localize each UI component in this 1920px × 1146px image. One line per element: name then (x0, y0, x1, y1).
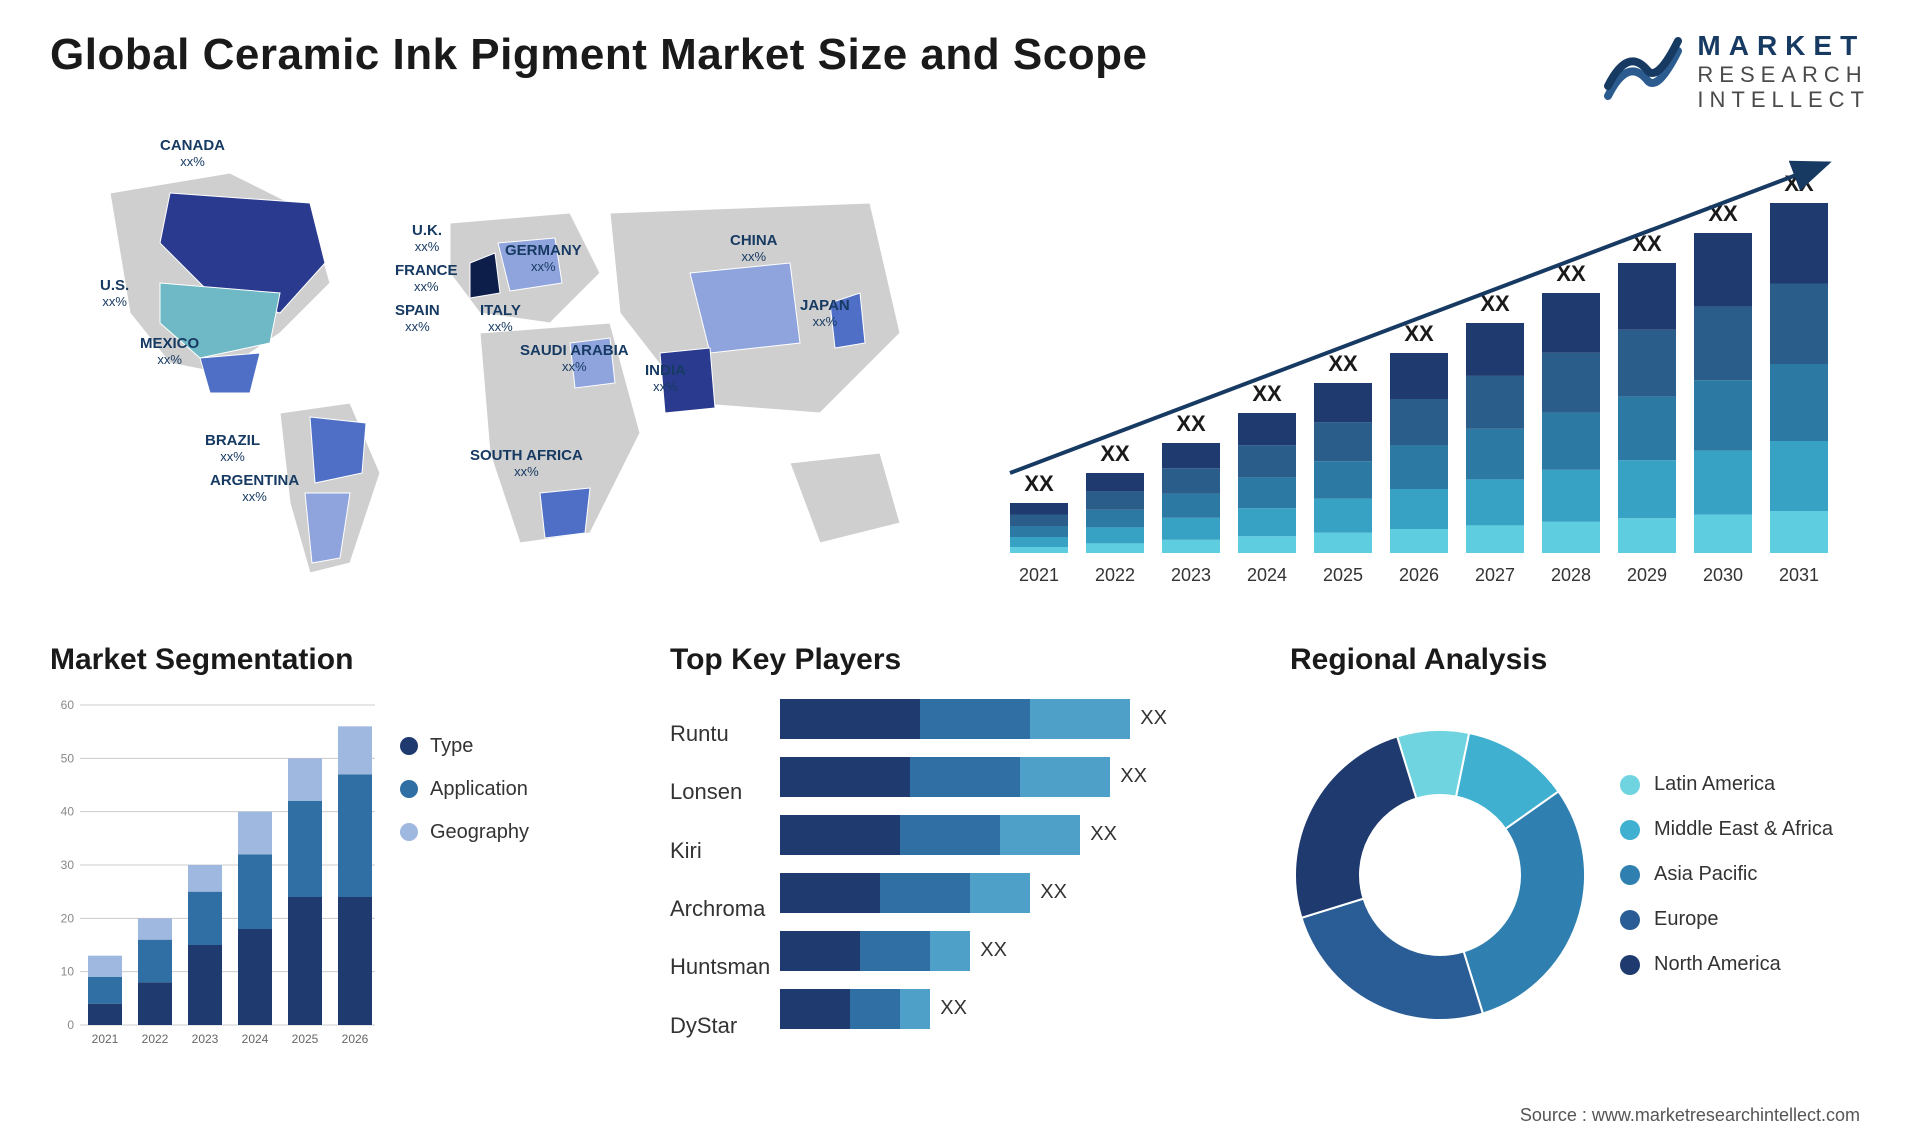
top-row: CANADAxx% U.S.xx% MEXICOxx% BRAZILxx% ARGENT… (50, 133, 1870, 603)
map-label: SPAINxx% (395, 303, 440, 336)
player-name: Kiri (670, 827, 770, 875)
segmentation-panel: Market Segmentation 0 10 20 30 40 50 60 2021 202… (50, 643, 630, 1063)
svg-text:2021: 2021 (1019, 565, 1059, 585)
player-row: XX (780, 869, 1250, 917)
player-value: XX (1040, 881, 1067, 904)
regional-title: Regional Analysis (1290, 643, 1870, 677)
svg-text:XX: XX (1176, 411, 1206, 436)
legend-item: Asia Pacific (1620, 863, 1833, 886)
svg-text:XX: XX (1100, 441, 1130, 466)
legend-item: Europe (1620, 908, 1833, 931)
map-label: INDIAxx% (645, 363, 686, 396)
svg-text:2030: 2030 (1703, 565, 1743, 585)
bottom-row: Market Segmentation 0 10 20 30 40 50 60 2021 202… (50, 643, 1870, 1063)
map-label: ITALYxx% (480, 303, 521, 336)
svg-text:2029: 2029 (1627, 565, 1667, 585)
segmentation-title: Market Segmentation (50, 643, 630, 677)
svg-text:XX: XX (1404, 321, 1434, 346)
players-title: Top Key Players (670, 643, 1250, 677)
world-map-panel: CANADAxx% U.S.xx% MEXICOxx% BRAZILxx% ARGENT… (50, 133, 950, 603)
svg-text:2025: 2025 (292, 1032, 319, 1046)
player-value: XX (1140, 707, 1167, 730)
svg-text:2031: 2031 (1779, 565, 1819, 585)
player-row: XX (780, 753, 1250, 801)
map-label: JAPANxx% (800, 298, 850, 331)
svg-text:40: 40 (61, 804, 75, 818)
legend-item: Geography (400, 821, 529, 844)
player-name: Huntsman (670, 943, 770, 991)
source-attribution: Source : www.marketresearchintellect.com (1520, 1105, 1860, 1126)
logo-icon (1603, 36, 1683, 106)
legend-item: Middle East & Africa (1620, 818, 1833, 841)
player-name: Lonsen (670, 768, 770, 816)
regional-donut (1290, 725, 1590, 1025)
growth-chart: XX2021XX2022XX2023XX2024XX2025XX2026XX20… (990, 133, 1870, 603)
player-value: XX (1120, 765, 1147, 788)
svg-text:2022: 2022 (1095, 565, 1135, 585)
segmentation-chart: 0 10 20 30 40 50 60 2021 2022 2023 2024 2025 2026 (50, 695, 380, 1055)
svg-text:2028: 2028 (1551, 565, 1591, 585)
svg-text:2027: 2027 (1475, 565, 1515, 585)
logo-line3: INTELLECT (1697, 87, 1870, 112)
svg-text:2026: 2026 (1399, 565, 1439, 585)
player-name: DyStar (670, 1002, 770, 1050)
svg-text:2024: 2024 (242, 1032, 269, 1046)
svg-text:2026: 2026 (342, 1032, 369, 1046)
map-label: ARGENTINAxx% (210, 473, 299, 506)
player-name: Archroma (670, 885, 770, 933)
svg-text:2023: 2023 (192, 1032, 219, 1046)
player-value: XX (940, 997, 967, 1020)
logo-line2: RESEARCH (1697, 62, 1870, 87)
svg-text:10: 10 (61, 964, 75, 978)
map-label: BRAZILxx% (205, 433, 260, 466)
growth-chart-panel: XX2021XX2022XX2023XX2024XX2025XX2026XX20… (990, 133, 1870, 603)
svg-text:2023: 2023 (1171, 565, 1211, 585)
map-label: SAUDI ARABIAxx% (520, 343, 629, 376)
map-label: MEXICOxx% (140, 336, 199, 369)
svg-text:50: 50 (61, 751, 75, 765)
map-label: CANADAxx% (160, 138, 225, 171)
map-label: GERMANYxx% (505, 243, 582, 276)
player-row: XX (780, 927, 1250, 975)
player-value: XX (1090, 823, 1117, 846)
header: Global Ceramic Ink Pigment Market Size a… (50, 30, 1870, 113)
svg-text:XX: XX (1252, 381, 1282, 406)
player-name: Runtu (670, 710, 770, 758)
regional-panel: Regional Analysis Latin America Middle Ea… (1290, 643, 1870, 1063)
players-names: Runtu Lonsen Kiri Archroma Huntsman DyStar (670, 695, 770, 1055)
svg-text:XX: XX (1328, 351, 1358, 376)
map-label: U.S.xx% (100, 278, 129, 311)
regional-legend: Latin America Middle East & Africa Asia Pa… (1620, 773, 1833, 976)
player-row: XX (780, 985, 1250, 1033)
map-label: U.K.xx% (412, 223, 442, 256)
svg-text:2025: 2025 (1323, 565, 1363, 585)
svg-text:2022: 2022 (142, 1032, 169, 1046)
map-label: CHINAxx% (730, 233, 778, 266)
player-row: XX (780, 695, 1250, 743)
players-bars: XX XX XX XX XX XX (780, 695, 1250, 1055)
svg-text:30: 30 (61, 858, 75, 872)
page-title: Global Ceramic Ink Pigment Market Size a… (50, 30, 1147, 80)
svg-text:0: 0 (67, 1018, 74, 1032)
svg-text:2024: 2024 (1247, 565, 1287, 585)
segmentation-legend: Type Application Geography (400, 695, 529, 1055)
legend-item: North America (1620, 953, 1833, 976)
logo-line1: MARKET (1697, 30, 1870, 62)
map-label: FRANCExx% (395, 263, 458, 296)
player-value: XX (980, 939, 1007, 962)
player-row: XX (780, 811, 1250, 859)
legend-item: Type (400, 735, 529, 758)
svg-text:2021: 2021 (92, 1032, 119, 1046)
players-panel: Top Key Players Runtu Lonsen Kiri Archroma H… (670, 643, 1250, 1063)
legend-item: Latin America (1620, 773, 1833, 796)
svg-text:XX: XX (1024, 471, 1054, 496)
map-label: SOUTH AFRICAxx% (470, 448, 583, 481)
svg-text:20: 20 (61, 911, 75, 925)
legend-item: Application (400, 778, 529, 801)
brand-logo: MARKET RESEARCH INTELLECT (1603, 30, 1870, 113)
svg-text:60: 60 (61, 698, 75, 712)
